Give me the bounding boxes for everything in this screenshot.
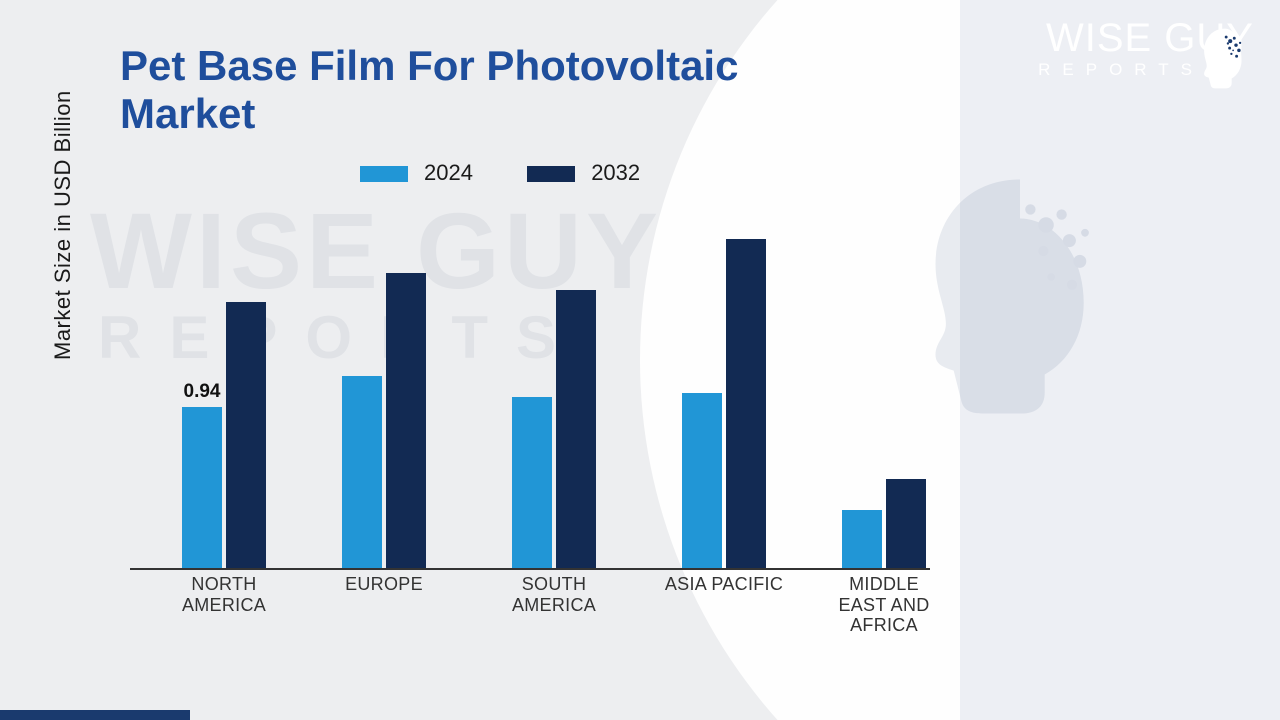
x-axis-label: MIDDLE EAST AND AFRICA bbox=[824, 574, 944, 636]
legend-item-2032: 2032 bbox=[527, 160, 640, 186]
y-axis-label: Market Size in USD Billion bbox=[50, 90, 76, 360]
report-slide: WISE GUYREPORTS Pet Base Film For Photov… bbox=[0, 0, 1280, 720]
legend: 2024 2032 bbox=[60, 160, 940, 186]
chart-title: Pet Base Film For Photovoltaic Market bbox=[120, 42, 880, 139]
bar-2032 bbox=[556, 290, 596, 568]
bar-2032 bbox=[726, 239, 766, 568]
bar-2024 bbox=[682, 393, 722, 568]
x-axis-label: ASIA PACIFIC bbox=[664, 574, 784, 595]
bar-2024 bbox=[512, 397, 552, 568]
bar-2024 bbox=[842, 510, 882, 568]
legend-item-2024: 2024 bbox=[360, 160, 473, 186]
x-axis-label: EUROPE bbox=[324, 574, 444, 595]
x-axis-label: NORTH AMERICA bbox=[164, 574, 284, 615]
legend-label-2024: 2024 bbox=[424, 160, 473, 185]
bar-2032 bbox=[386, 273, 426, 568]
content-area: Pet Base Film For Photovoltaic Market bbox=[36, 18, 956, 139]
plot-area: 0.94 bbox=[130, 210, 930, 570]
bar-2032 bbox=[226, 302, 266, 568]
legend-label-2032: 2032 bbox=[591, 160, 640, 185]
x-axis-label: SOUTH AMERICA bbox=[494, 574, 614, 615]
legend-swatch-2032 bbox=[527, 166, 575, 182]
chart: 2024 2032 Market Size in USD Billion 0.9… bbox=[60, 160, 940, 660]
bar-value-label: 0.94 bbox=[172, 381, 232, 403]
bottom-accent-bar bbox=[0, 710, 190, 720]
legend-swatch-2024 bbox=[360, 166, 408, 182]
bar-2032 bbox=[886, 479, 926, 568]
logo-head-icon bbox=[1196, 26, 1254, 98]
brand-logo: WISE GUY REPORTS bbox=[984, 18, 1254, 80]
bar-2024 bbox=[182, 407, 222, 568]
bar-2024 bbox=[342, 376, 382, 568]
